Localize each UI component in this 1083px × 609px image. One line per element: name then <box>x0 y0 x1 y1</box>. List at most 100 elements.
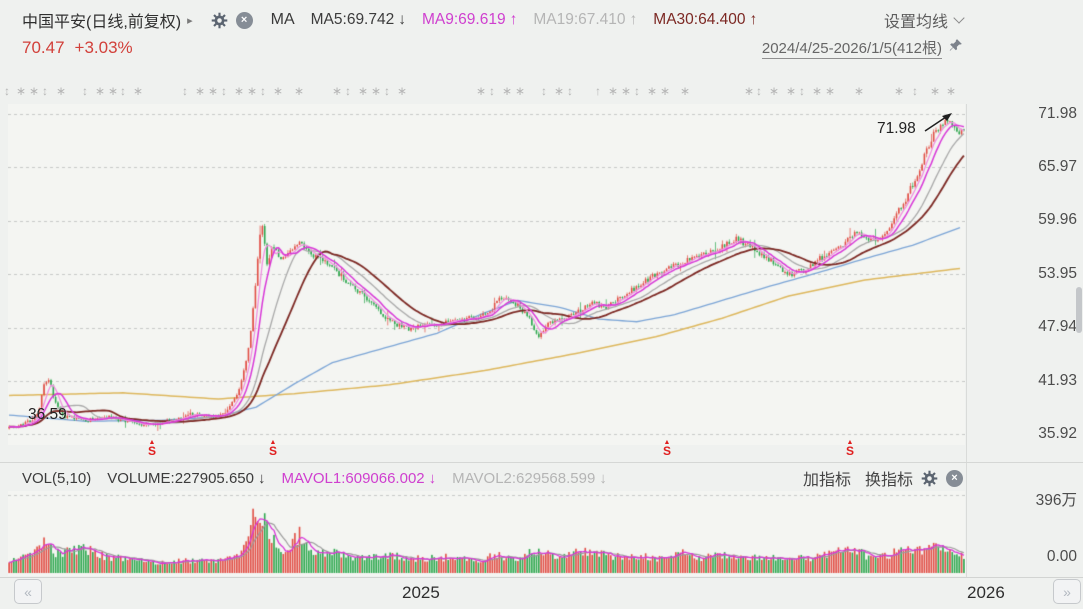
price-change-row: 70.47 +3.03% 2024/4/25-2026/1/5(412根) <box>22 36 963 60</box>
volume-chart-canvas[interactable] <box>8 491 965 576</box>
add-indicator-button[interactable]: 加指标 <box>802 472 851 489</box>
event-marker-icon[interactable]: ∗ <box>554 84 565 98</box>
event-marker-icon[interactable]: ∗ <box>16 84 27 98</box>
event-marker-icon[interactable]: ↕ <box>182 84 188 98</box>
price-tick: 47.94 <box>1038 318 1077 335</box>
volume-value: VOLUME:227905.650 ↓ <box>107 469 266 487</box>
ma19-value: MA19:67.410 ↑ <box>533 11 638 28</box>
event-marker-icon[interactable]: ∗ <box>930 84 941 98</box>
event-marker-icon[interactable]: ∗ <box>208 84 219 98</box>
high-price-annotation: 71.98 <box>877 120 916 137</box>
event-marker-icon[interactable]: ∗ <box>133 84 144 98</box>
event-marker-icon[interactable]: ↕ <box>799 84 805 98</box>
ma9-value: MA9:69.619 ↑ <box>421 11 518 28</box>
event-marker-icon[interactable]: ∗ <box>332 84 343 98</box>
event-marker-icon[interactable]: ∗ <box>515 84 526 98</box>
ma5-value: MA5:69.742 ↓ <box>310 11 406 28</box>
event-marker-icon[interactable]: ∗ <box>647 84 658 98</box>
ma-close-icon[interactable]: × <box>235 11 253 29</box>
pan-right-button[interactable]: » <box>1053 579 1081 604</box>
scrollbar-thumb[interactable] <box>1076 287 1082 333</box>
last-price: 70.47 <box>22 38 65 57</box>
event-marker-icon[interactable]: ↕ <box>384 84 390 98</box>
ma30-value: MA30:64.400 ↑ <box>653 11 758 28</box>
event-marker-icon[interactable]: ↕ <box>634 84 640 98</box>
pin-icon[interactable] <box>948 38 963 58</box>
event-marker-icon[interactable]: ∗ <box>769 84 780 98</box>
x-axis-label-2026: 2026 <box>967 583 1005 602</box>
event-marker-icon[interactable]: ↕ <box>567 84 573 98</box>
event-marker-icon[interactable]: ↕ <box>756 84 762 98</box>
switch-indicator-button[interactable]: 换指标 <box>864 472 913 489</box>
event-marker-icon[interactable]: ∗ <box>812 84 823 98</box>
volume-axis-top: 396万 <box>1035 492 1077 509</box>
vol-params: VOL(5,10) <box>22 469 92 487</box>
event-marker-icon[interactable]: ∗ <box>680 84 691 98</box>
dividend-marker-icon[interactable]: ▲ S <box>268 439 277 458</box>
price-chart-canvas[interactable] <box>8 104 965 445</box>
event-marker-icon[interactable]: ↕ <box>82 84 88 98</box>
x-axis-label-2025: 2025 <box>402 583 440 602</box>
event-marker-icon[interactable]: ∗ <box>502 84 513 98</box>
change-percent: +3.03% <box>74 38 133 57</box>
event-marker-icon[interactable]: ∗ <box>247 84 258 98</box>
event-marker-icon[interactable]: ∗ <box>476 84 487 98</box>
price-tick: 41.93 <box>1038 372 1077 389</box>
event-marker-icon[interactable]: ∗ <box>195 84 206 98</box>
dividend-marker-icon[interactable]: ▲ S <box>845 439 854 458</box>
event-marker-icon[interactable]: ∗ <box>108 84 119 98</box>
event-marker-icon[interactable]: ∗ <box>234 84 245 98</box>
event-marker-icon[interactable]: ∗ <box>621 84 632 98</box>
volume-axis-bottom: 0.00 <box>1046 548 1077 565</box>
price-tick: 65.97 <box>1038 158 1077 175</box>
event-marker-icon[interactable]: ↕ <box>221 84 227 98</box>
price-tick: 53.95 <box>1038 265 1077 282</box>
event-marker-icon[interactable]: ↕ <box>42 84 48 98</box>
event-marker-icon[interactable]: ∗ <box>894 84 905 98</box>
event-marker-icon[interactable]: ∗ <box>660 84 671 98</box>
mavol1-value: MAVOL1:609066.002 ↓ <box>281 469 437 487</box>
event-marker-icon[interactable]: ∗ <box>946 84 957 98</box>
event-marker-icon[interactable]: ∗ <box>56 84 67 98</box>
ma-settings-button[interactable]: 设置均线 <box>884 8 965 32</box>
symbol-caret-icon[interactable]: ▸ <box>187 14 193 27</box>
low-price-annotation: 36.59 <box>28 406 67 423</box>
event-marker-icon[interactable]: ∗ <box>786 84 797 98</box>
event-marker-icon[interactable]: ∗ <box>854 84 865 98</box>
ma-indicator-label: MA <box>270 11 295 28</box>
event-marker-icon[interactable]: ∗ <box>397 84 408 98</box>
chevron-down-icon <box>953 12 965 24</box>
event-marker-icon[interactable]: ↕ <box>4 84 10 98</box>
price-tick: 35.92 <box>1038 425 1077 442</box>
date-range-link[interactable]: 2024/4/25-2026/1/5(412根) <box>761 37 942 59</box>
mavol2-value: MAVOL2:629568.599 ↓ <box>452 469 607 487</box>
event-marker-icon[interactable]: ∗ <box>95 84 106 98</box>
symbol-title[interactable]: 中国平安(日线,前复权) <box>22 14 182 31</box>
event-marker-icon[interactable]: ∗ <box>608 84 619 98</box>
event-marker-icon[interactable]: ∗ <box>29 84 40 98</box>
event-marker-icon[interactable]: ∗ <box>744 84 755 98</box>
indicator-gear-icon[interactable] <box>921 470 938 487</box>
volume-header: VOL(5,10) VOLUME:227905.650 ↓ MAVOL1:6090… <box>22 465 963 491</box>
indicator-close-icon[interactable]: × <box>946 469 963 487</box>
dividend-marker-icon[interactable]: ▲ S <box>662 439 671 458</box>
event-marker-icon[interactable]: ↕ <box>260 84 266 98</box>
event-marker-icon[interactable]: ↕ <box>120 84 126 98</box>
axis-divider <box>966 104 967 577</box>
dividend-marker-icon[interactable]: ▲ S <box>147 439 156 458</box>
event-marker-icon[interactable]: ∗ <box>371 84 382 98</box>
event-marker-icon[interactable]: ↕ <box>541 84 547 98</box>
chart-header: 中国平安(日线,前复权) ▸ × MA MA5:69.742 ↓ MA9:69.6… <box>22 7 965 33</box>
event-marker-icon[interactable]: ↑ <box>595 84 601 98</box>
event-marker-icon[interactable]: ↕ <box>345 84 351 98</box>
event-marker-icon[interactable]: ∗ <box>273 84 284 98</box>
event-marker-icon[interactable]: ∗ <box>825 84 836 98</box>
event-marker-icon[interactable]: ↕ <box>489 84 495 98</box>
event-marker-icon[interactable]: ∗ <box>358 84 369 98</box>
event-marker-icon[interactable]: ↕ <box>912 84 918 98</box>
price-tick: 71.98 <box>1038 105 1077 122</box>
event-marker-icon[interactable]: ∗ <box>294 84 305 98</box>
pan-left-button[interactable]: « <box>14 579 42 604</box>
ma-settings-gear-icon[interactable] <box>211 12 228 29</box>
